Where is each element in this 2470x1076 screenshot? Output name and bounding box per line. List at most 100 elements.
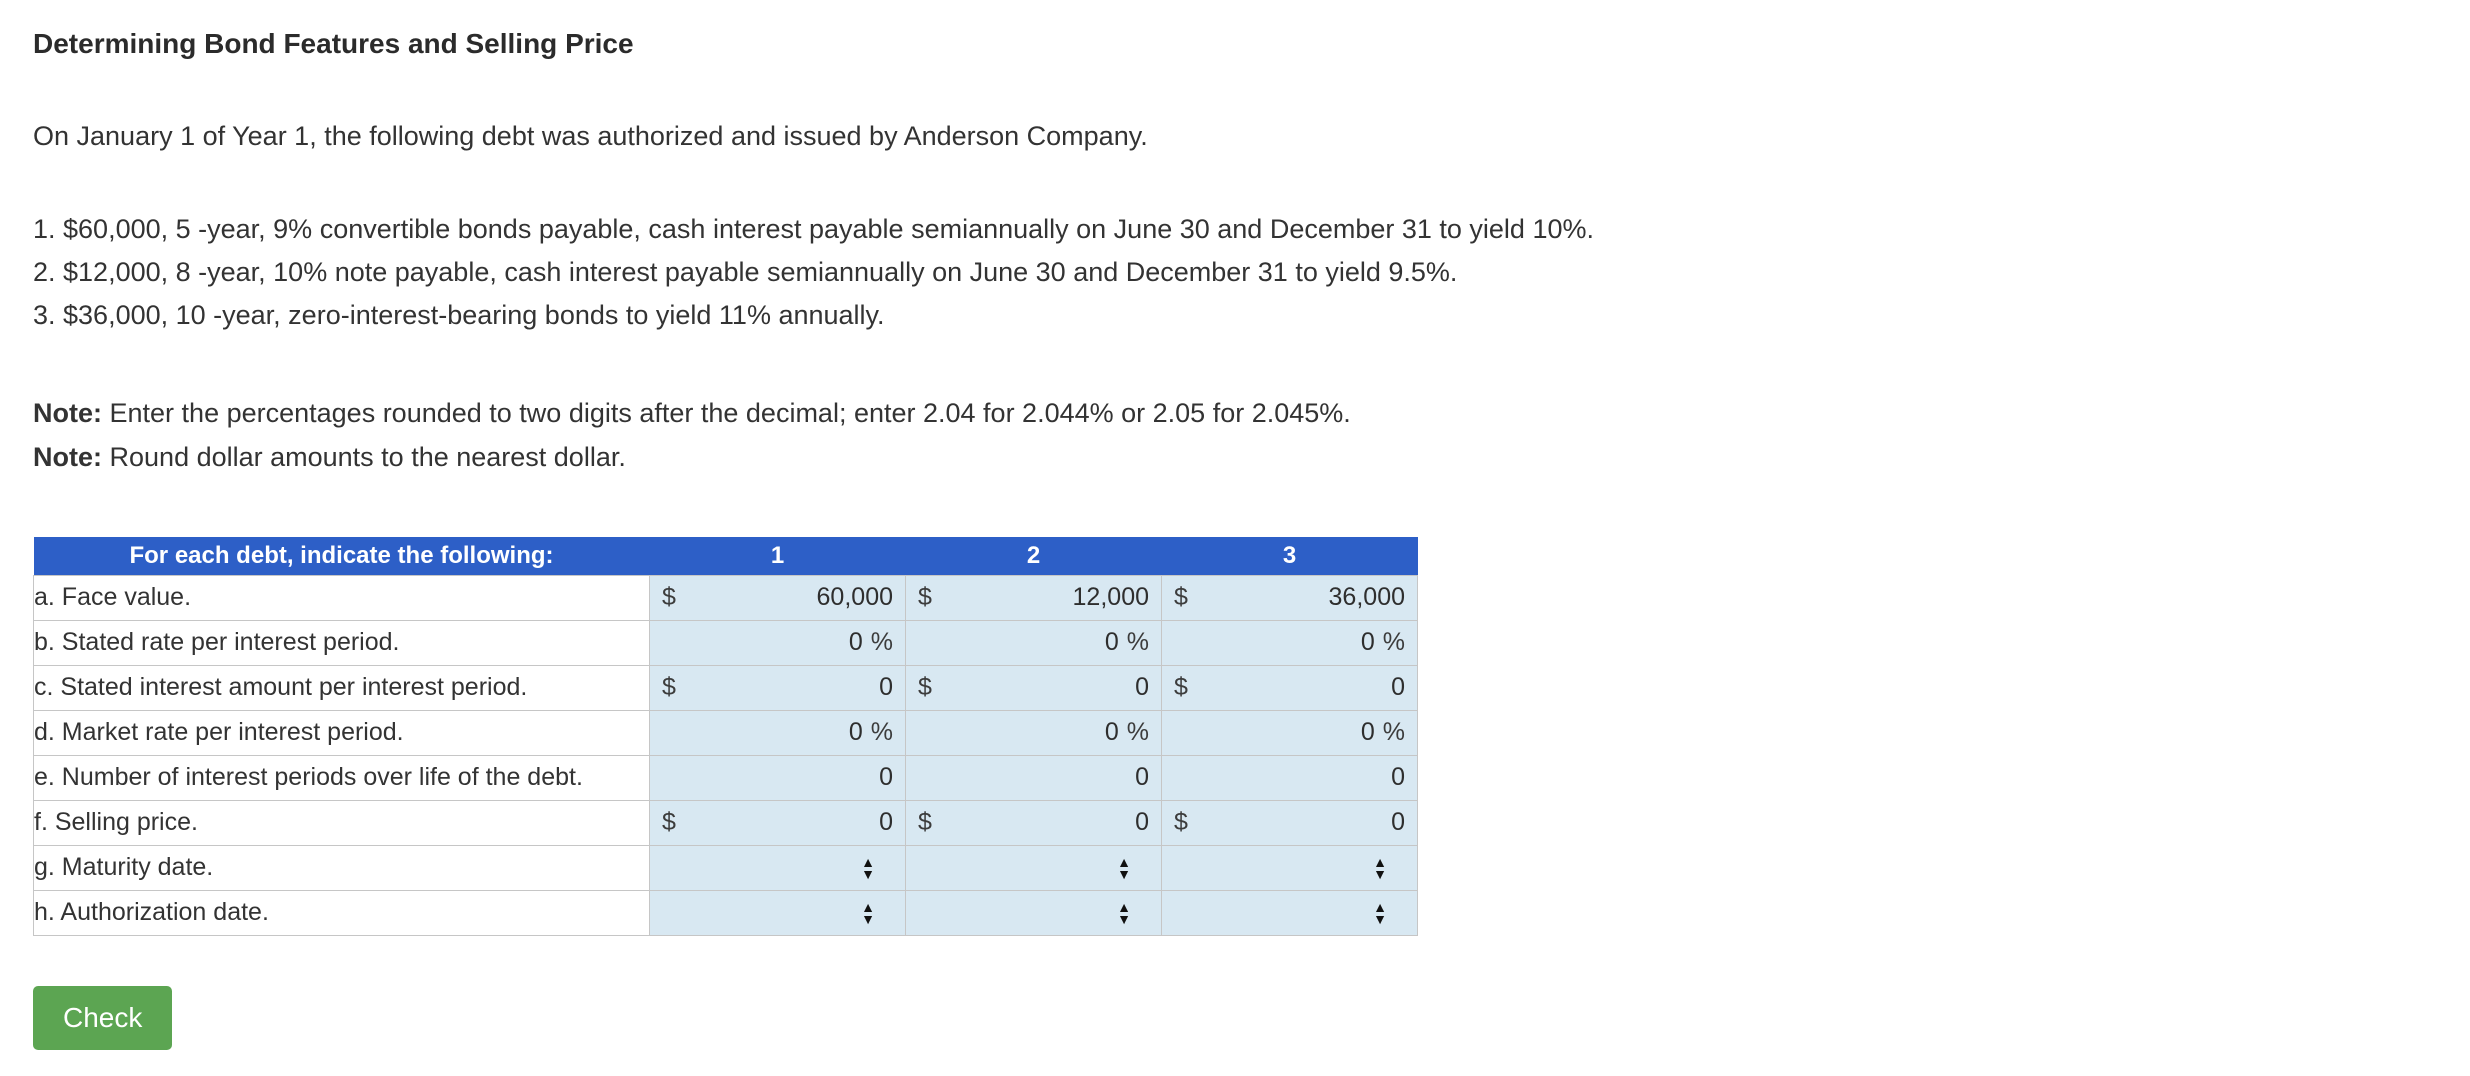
table-header-col-3: 3 — [1161, 537, 1418, 575]
debt-item-3: 3. $36,000, 10 -year, zero-interest-bear… — [33, 300, 885, 330]
percent-sign: % — [1382, 628, 1405, 656]
cell-value: 0 — [1391, 673, 1405, 701]
cell-value: 0 — [848, 628, 863, 656]
stated-interest-amount-input-2[interactable]: $ 0 — [905, 664, 1162, 711]
table-row: g. Maturity date. ▲ ▼ ▲ ▼ ▲ ▼ — [33, 844, 1418, 891]
selling-price-input-2[interactable]: $ 0 — [905, 799, 1162, 846]
cell-value: 0 — [1135, 673, 1149, 701]
note-1: Note: Enter the percentages rounded to t… — [33, 391, 2470, 435]
table-header-col-1: 1 — [649, 537, 906, 575]
stated-interest-amount-input-1[interactable]: $ 0 — [649, 664, 906, 711]
dollar-sign: $ — [662, 583, 676, 611]
market-rate-input-3[interactable]: 0 % — [1161, 709, 1418, 756]
row-label-stated-rate: b. Stated rate per interest period. — [33, 619, 650, 666]
selling-price-input-3[interactable]: $ 0 — [1161, 799, 1418, 846]
updown-icon: ▲ ▼ — [861, 898, 875, 927]
dollar-sign: $ — [918, 673, 932, 701]
face-value-input-1[interactable]: $ 60,000 — [649, 574, 906, 621]
row-label-selling-price: f. Selling price. — [33, 799, 650, 846]
cell-value: 0 — [848, 718, 863, 746]
note-2: Note: Round dollar amounts to the neares… — [33, 435, 2470, 479]
row-label-authorization-date: h. Authorization date. — [33, 889, 650, 936]
dollar-sign: $ — [918, 583, 932, 611]
stated-rate-input-3[interactable]: 0 % — [1161, 619, 1418, 666]
table-row: e. Number of interest periods over life … — [33, 754, 1418, 801]
table-row: b. Stated rate per interest period. 0 % … — [33, 619, 1418, 666]
authorization-date-select-1[interactable]: ▲ ▼ — [649, 889, 906, 936]
cell-value: 0 — [1104, 718, 1119, 746]
updown-icon: ▲ ▼ — [1117, 898, 1131, 927]
debt-list: 1. $60,000, 5 -year, 9% convertible bond… — [33, 208, 2470, 337]
num-periods-input-2[interactable]: 0 — [905, 754, 1162, 801]
stated-interest-amount-input-3[interactable]: $ 0 — [1161, 664, 1418, 711]
percent-sign: % — [870, 628, 893, 656]
cell-value: 0 — [1135, 808, 1149, 836]
intro-text: On January 1 of Year 1, the following de… — [33, 121, 1148, 151]
authorization-date-select-3[interactable]: ▲ ▼ — [1161, 889, 1418, 936]
cell-value: 0 — [1391, 763, 1405, 791]
dollar-sign: $ — [662, 808, 676, 836]
dollar-sign: $ — [662, 673, 676, 701]
cell-value: 0 — [879, 808, 893, 836]
face-value-input-3[interactable]: $ 36,000 — [1161, 574, 1418, 621]
content-area: Determining Bond Features and Selling Pr… — [33, 28, 2470, 1050]
table-header-col-2: 2 — [905, 537, 1162, 575]
num-periods-input-3[interactable]: 0 — [1161, 754, 1418, 801]
note-2-label: Note: — [33, 442, 102, 472]
percent-sign: % — [1126, 718, 1149, 746]
table-row: c. Stated interest amount per interest p… — [33, 664, 1418, 711]
table-header-label: For each debt, indicate the following: — [33, 537, 650, 575]
cell-value: 12,000 — [1072, 583, 1149, 611]
percent-sign: % — [1126, 628, 1149, 656]
market-rate-input-2[interactable]: 0 % — [905, 709, 1162, 756]
face-value-input-2[interactable]: $ 12,000 — [905, 574, 1162, 621]
authorization-date-select-2[interactable]: ▲ ▼ — [905, 889, 1162, 936]
dollar-sign: $ — [1174, 583, 1188, 611]
row-label-face-value: a. Face value. — [33, 574, 650, 621]
percent-sign: % — [1382, 718, 1405, 746]
maturity-date-select-1[interactable]: ▲ ▼ — [649, 844, 906, 891]
updown-icon: ▲ ▼ — [1373, 898, 1387, 927]
table-row: f. Selling price. $ 0 $ 0 $ 0 — [33, 799, 1418, 846]
selling-price-input-1[interactable]: $ 0 — [649, 799, 906, 846]
stated-rate-input-1[interactable]: 0 % — [649, 619, 906, 666]
answer-table: For each debt, indicate the following: 1… — [33, 537, 1418, 936]
dollar-sign: $ — [1174, 808, 1188, 836]
table-row: h. Authorization date. ▲ ▼ ▲ ▼ ▲ ▼ — [33, 889, 1418, 936]
cell-value: 0 — [879, 763, 893, 791]
dollar-sign: $ — [918, 808, 932, 836]
cell-value: 0 — [1104, 628, 1119, 656]
note-1-text: Enter the percentages rounded to two dig… — [109, 398, 1351, 428]
cell-value: 0 — [1360, 628, 1375, 656]
percent-sign: % — [870, 718, 893, 746]
debt-item-2: 2. $12,000, 8 -year, 10% note payable, c… — [33, 257, 1458, 287]
maturity-date-select-3[interactable]: ▲ ▼ — [1161, 844, 1418, 891]
maturity-date-select-2[interactable]: ▲ ▼ — [905, 844, 1162, 891]
updown-icon: ▲ ▼ — [1373, 853, 1387, 882]
check-button[interactable]: Check — [33, 985, 173, 1050]
row-label-market-rate: d. Market rate per interest period. — [33, 709, 650, 756]
cell-value: 60,000 — [816, 583, 893, 611]
table-row: d. Market rate per interest period. 0 % … — [33, 709, 1418, 756]
note-2-text: Round dollar amounts to the nearest doll… — [109, 442, 626, 472]
cell-value: 36,000 — [1328, 583, 1405, 611]
notes: Note: Enter the percentages rounded to t… — [33, 391, 2470, 479]
market-rate-input-1[interactable]: 0 % — [649, 709, 906, 756]
cell-value: 0 — [879, 673, 893, 701]
note-1-label: Note: — [33, 398, 102, 428]
stated-rate-input-2[interactable]: 0 % — [905, 619, 1162, 666]
num-periods-input-1[interactable]: 0 — [649, 754, 906, 801]
table-header-row: For each debt, indicate the following: 1… — [33, 537, 1418, 575]
cell-value: 0 — [1360, 718, 1375, 746]
row-label-num-periods: e. Number of interest periods over life … — [33, 754, 650, 801]
cell-value: 0 — [1135, 763, 1149, 791]
page-title: Determining Bond Features and Selling Pr… — [33, 28, 634, 59]
updown-icon: ▲ ▼ — [861, 853, 875, 882]
table-row: a. Face value. $ 60,000 $ 12,000 $ 36,00… — [33, 574, 1418, 621]
row-label-maturity-date: g. Maturity date. — [33, 844, 650, 891]
row-label-stated-interest-amount: c. Stated interest amount per interest p… — [33, 664, 650, 711]
updown-icon: ▲ ▼ — [1117, 853, 1131, 882]
debt-item-1: 1. $60,000, 5 -year, 9% convertible bond… — [33, 214, 1594, 244]
dollar-sign: $ — [1174, 673, 1188, 701]
cell-value: 0 — [1391, 808, 1405, 836]
